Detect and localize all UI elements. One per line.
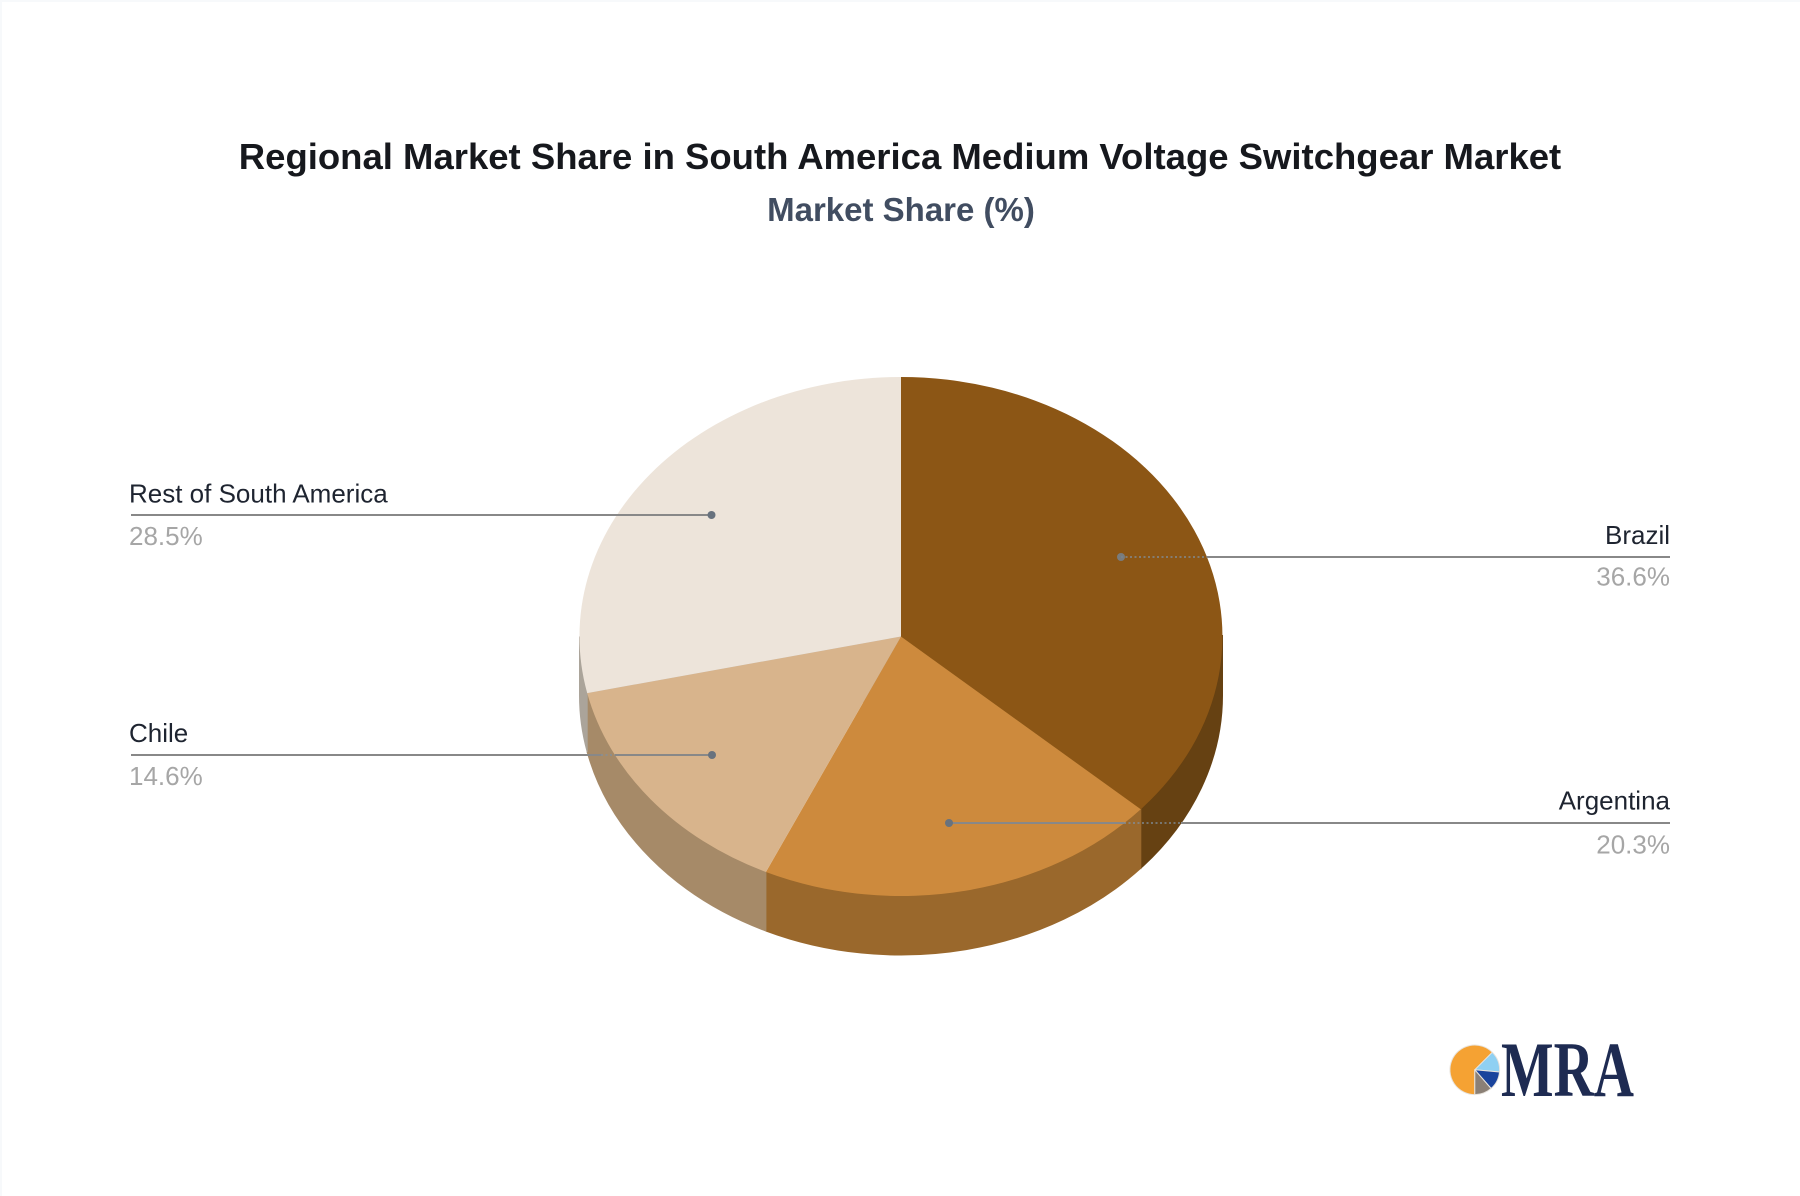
svg-text:Argentina: Argentina (1559, 786, 1671, 816)
svg-text:Rest of South America: Rest of South America (129, 479, 388, 509)
svg-text:20.3%: 20.3% (1596, 830, 1670, 860)
svg-text:Market Share (%): Market Share (%) (767, 191, 1035, 228)
svg-text:14.6%: 14.6% (129, 761, 203, 791)
svg-text:28.5%: 28.5% (129, 521, 203, 551)
svg-text:Chile: Chile (129, 718, 188, 748)
svg-text:36.6%: 36.6% (1596, 562, 1670, 592)
svg-text:MRA: MRA (1501, 1026, 1634, 1113)
svg-text:Regional Market Share in South: Regional Market Share in South America M… (239, 136, 1561, 177)
svg-text:Brazil: Brazil (1605, 520, 1670, 550)
